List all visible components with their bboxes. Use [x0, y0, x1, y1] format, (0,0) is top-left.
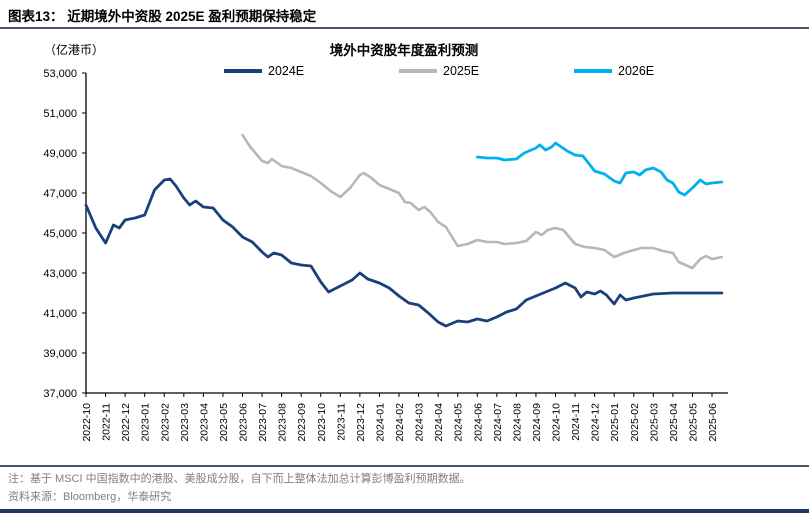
chart-title: 境外中资股年度盈利预测: [329, 43, 479, 58]
x-tick-label: 2024-04: [433, 403, 445, 442]
x-axis-labels: 2022-10 2022-11 2022-12 2023-01 2023-02 2023-…: [81, 393, 719, 442]
x-tick-label: 2024-02: [394, 403, 406, 442]
series-line-2024e: [84, 177, 724, 328]
legend-label-2025e: 2025E: [443, 64, 480, 78]
bottom-bar: [0, 509, 809, 513]
line-chart: 37,000 39,000 41,000 43,000 45,000 47,000 49,0…: [43, 68, 728, 442]
x-tick-label: 2024-05: [453, 403, 465, 442]
legend: 2024E 2025E 2026E: [224, 64, 654, 78]
x-tick-label: 2023-09: [296, 403, 308, 442]
x-tick-label: 2023-04: [198, 403, 210, 442]
x-tick-label: 2023-02: [159, 403, 171, 442]
legend-item-2026e: 2026E: [574, 64, 654, 78]
figure-note: 注：基于 MSCI 中国指数中的港股、美股成分股，自下而上整体法加总计算彭博盈利…: [8, 473, 471, 485]
series-line-2025e: [241, 133, 724, 270]
y-tick-label: 41,000: [43, 308, 77, 320]
y-tick-label: 49,000: [43, 148, 77, 160]
x-tick-label: 2025-05: [687, 403, 699, 442]
x-tick-label: 2024-11: [570, 403, 582, 441]
x-tick-label: 2022-10: [81, 403, 93, 442]
x-tick-label: 2024-07: [492, 403, 504, 442]
x-tick-label: 2023-07: [257, 403, 269, 442]
x-tick-label: 2023-08: [277, 403, 289, 442]
legend-label-2024e: 2024E: [268, 64, 305, 78]
x-tick-label: 2024-03: [414, 403, 426, 442]
x-tick-label: 2023-03: [179, 403, 191, 442]
figure-source: 资料来源：Bloomberg，华泰研究: [8, 491, 172, 503]
y-tick-label: 37,000: [43, 388, 77, 400]
legend-item-2025e: 2025E: [399, 64, 574, 78]
x-tick-label: 2025-03: [648, 403, 660, 442]
x-tick-label: 2023-12: [355, 403, 367, 442]
legend-swatch-2026e: [574, 69, 612, 73]
x-tick-label: 2024-09: [531, 403, 543, 442]
header-rule: [0, 27, 809, 29]
x-tick-label: 2022-11: [101, 403, 113, 441]
y-tick-label: 47,000: [43, 188, 77, 200]
x-tick-label: 2024-06: [472, 403, 484, 442]
x-tick-label: 2025-04: [668, 403, 680, 442]
y-tick-label: 45,000: [43, 228, 77, 240]
x-tick-label: 2025-06: [707, 403, 719, 442]
x-tick-label: 2025-02: [629, 403, 641, 442]
x-tick-label: 2023-01: [140, 403, 152, 442]
figure-title: 图表13： 近期境外中资股 2025E 盈利预期保持稳定: [8, 9, 317, 24]
x-tick-label: 2024-08: [511, 403, 523, 442]
x-tick-label: 2022-12: [120, 403, 132, 442]
series-line-2026e: [475, 141, 724, 197]
x-tick-label: 2023-11: [335, 403, 347, 441]
legend-label-2026e: 2026E: [618, 64, 655, 78]
x-tick-label: 2023-10: [316, 403, 328, 442]
x-tick-label: 2024-01: [374, 403, 386, 442]
y-tick-label: 53,000: [43, 68, 77, 80]
y-axis-unit-label: （亿港币）: [44, 43, 105, 57]
x-tick-label: 2023-05: [218, 403, 230, 442]
x-tick-label: 2025-01: [609, 403, 621, 442]
x-tick-label: 2024-10: [551, 403, 563, 442]
legend-swatch-2025e: [399, 69, 437, 73]
y-tick-label: 43,000: [43, 268, 77, 280]
y-tick-label: 51,000: [43, 108, 77, 120]
legend-item-2024e: 2024E: [224, 64, 399, 78]
axes: [85, 73, 728, 394]
y-axis-labels: 37,000 39,000 41,000 43,000 45,000 47,000 49,0…: [43, 68, 86, 400]
legend-swatch-2024e: [224, 69, 262, 73]
y-tick-label: 39,000: [43, 348, 77, 360]
note-divider: [0, 465, 809, 467]
x-tick-label: 2024-12: [590, 403, 602, 442]
x-tick-label: 2023-06: [238, 403, 250, 442]
